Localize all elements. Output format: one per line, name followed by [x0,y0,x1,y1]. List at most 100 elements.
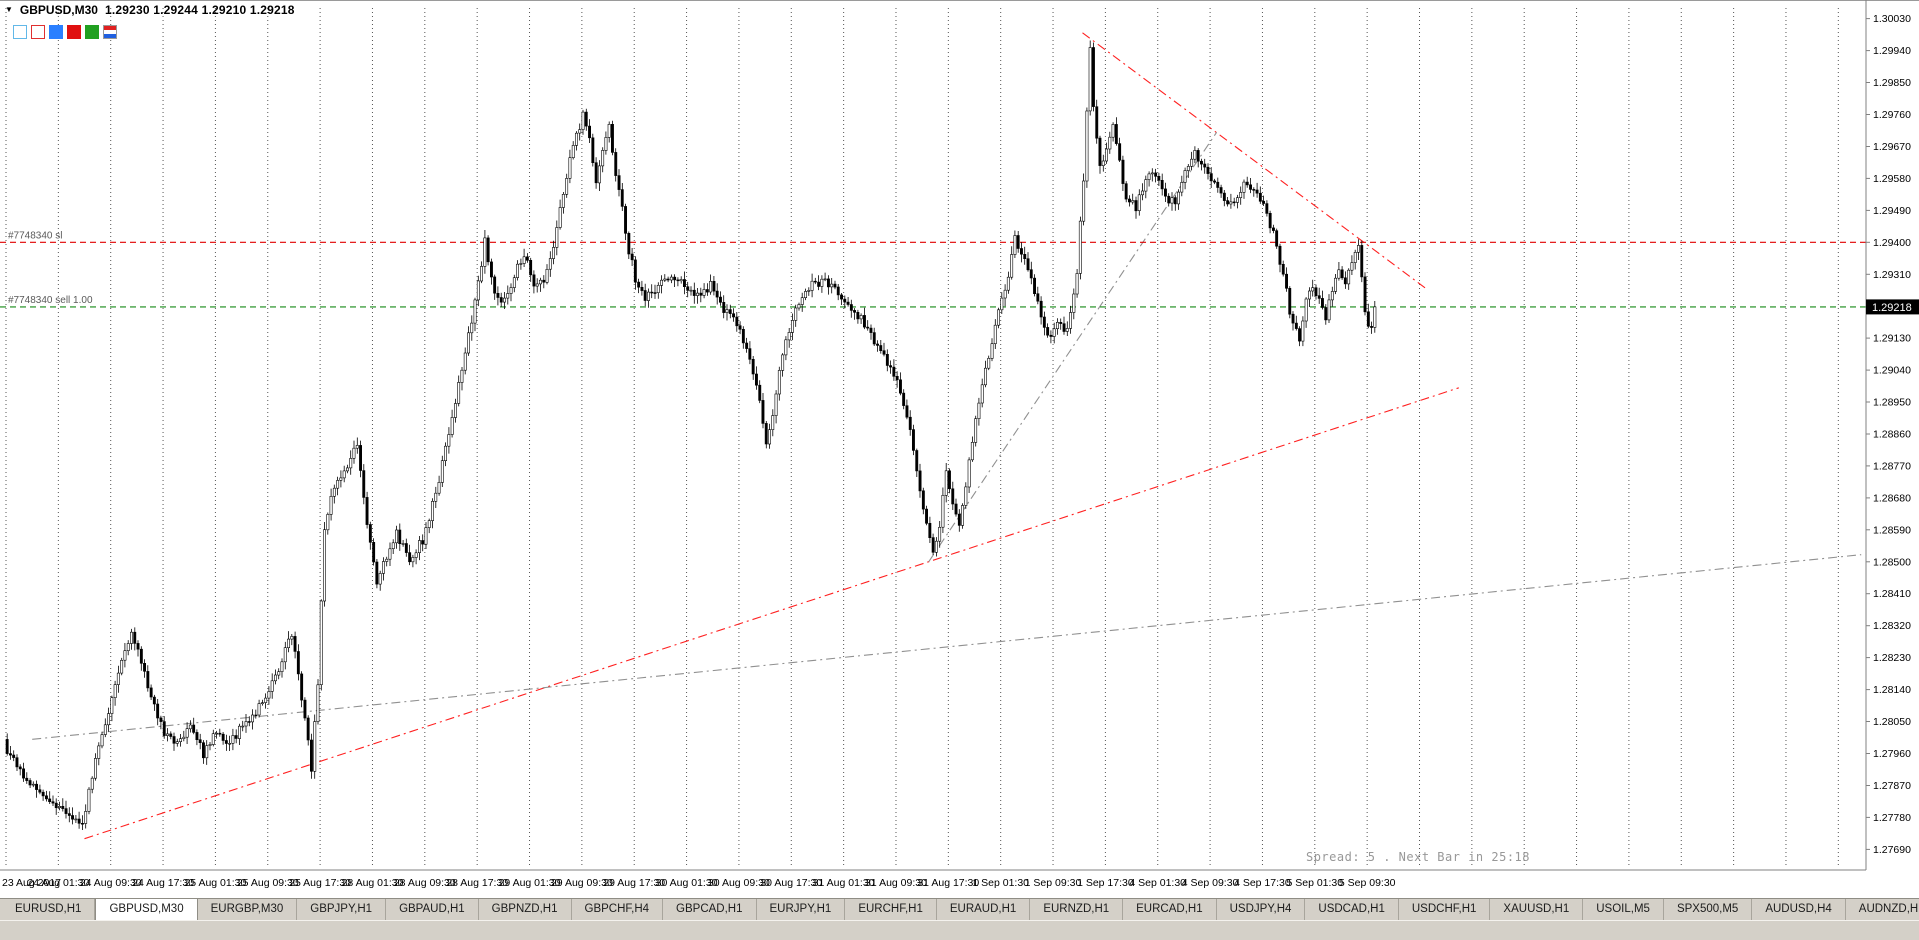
svg-text:29 Aug 09:30: 29 Aug 09:30 [551,877,613,889]
svg-text:30 Aug 17:30: 30 Aug 17:30 [760,877,822,889]
svg-text:1.29760: 1.29760 [1873,109,1911,121]
chart-ohlc-values: 1.29230 1.29244 1.29210 1.29218 [104,3,295,17]
tab-xauusd-h1[interactable]: XAUUSD,H1 [1490,899,1584,920]
svg-text:1.28860: 1.28860 [1873,429,1911,441]
svg-text:1.28680: 1.28680 [1873,492,1911,504]
svg-text:24 Aug 01:30: 24 Aug 01:30 [27,877,89,889]
svg-text:1.27780: 1.27780 [1873,812,1911,824]
tab-audusd-h4[interactable]: AUDUSD,H4 [1752,899,1846,920]
svg-text:1.27960: 1.27960 [1873,748,1911,760]
svg-text:1.29310: 1.29310 [1873,269,1911,281]
svg-text:4 Sep 09:30: 4 Sep 09:30 [1182,877,1239,889]
svg-text:1.27870: 1.27870 [1873,780,1911,792]
svg-text:1.28590: 1.28590 [1873,524,1911,536]
blue-fill-button[interactable] [49,25,63,39]
svg-text:31 Aug 17:30: 31 Aug 17:30 [917,877,979,889]
symbol-marker-icon: ▼ [5,5,13,14]
svg-text:1.29400: 1.29400 [1873,237,1911,249]
price-chart-canvas[interactable]: #7748340 sl #7748340 sell 1.00 1.30030 1.29… [0,0,1919,898]
svg-text:1.28950: 1.28950 [1873,397,1911,409]
svg-text:25 Aug 17:30: 25 Aug 17:30 [289,877,351,889]
candlesticks [5,40,1377,830]
tab-usdcad-h1[interactable]: USDCAD,H1 [1305,899,1399,920]
svg-text:1.29490: 1.29490 [1873,205,1911,217]
tab-gbpnzd-h1[interactable]: GBPNZD,H1 [479,899,572,920]
gridlines [5,8,1839,868]
trendline-shallow-rising-gray[interactable] [32,554,1862,740]
current-price-tag: 1.29218 [1866,299,1919,315]
svg-text:24 Aug 09:30: 24 Aug 09:30 [80,877,142,889]
svg-text:1.29670: 1.29670 [1873,141,1911,153]
tab-eurgbp-m30[interactable]: EURGBP,M30 [198,899,298,920]
tab-spx500-m5[interactable]: SPX500,M5 [1664,899,1753,920]
svg-text:4 Sep 17:30: 4 Sep 17:30 [1234,877,1291,889]
svg-text:1.29940: 1.29940 [1873,45,1911,57]
svg-text:1.28770: 1.28770 [1873,460,1911,472]
svg-text:29 Aug 01:30: 29 Aug 01:30 [499,877,561,889]
svg-text:28 Aug 01:30: 28 Aug 01:30 [342,877,404,889]
tab-usdjpy-h4[interactable]: USDJPY,H4 [1217,899,1306,920]
svg-text:5 Sep 09:30: 5 Sep 09:30 [1339,877,1396,889]
tab-eurusd-h1[interactable]: EURUSD,H1 [2,899,96,920]
svg-text:1.30030: 1.30030 [1873,13,1911,25]
svg-text:5 Sep 01:30: 5 Sep 01:30 [1286,877,1343,889]
tab-gbpchf-h4[interactable]: GBPCHF,H4 [572,899,664,920]
trendline-steep-rising-gray[interactable] [928,131,1218,563]
svg-text:1.29580: 1.29580 [1873,173,1911,185]
tab-gbpusd-m30[interactable]: GBPUSD,M30 [95,899,198,920]
tab-eurcad-h1[interactable]: EURCAD,H1 [1123,899,1217,920]
spread-nextbar-text: Spread: 5 . Next Bar in 25:18 [1305,850,1530,864]
window-bottom-strip [0,920,1919,940]
svg-text:1.28410: 1.28410 [1873,588,1911,600]
red-fill-button[interactable] [67,25,81,39]
svg-text:30 Aug 09:30: 30 Aug 09:30 [708,877,770,889]
svg-text:29 Aug 17:30: 29 Aug 17:30 [603,877,665,889]
svg-text:23 Aug 2017: 23 Aug 2017 [2,877,61,889]
svg-text:1.29218: 1.29218 [1872,302,1912,314]
green-fill-button[interactable] [85,25,99,39]
trendlines [32,32,1862,840]
svg-text:4 Sep 01:30: 4 Sep 01:30 [1129,877,1186,889]
svg-text:1 Sep 09:30: 1 Sep 09:30 [1025,877,1082,889]
trendline-rising-support-red[interactable] [84,387,1459,840]
tab-usdchf-h1[interactable]: USDCHF,H1 [1399,899,1491,920]
svg-text:1.28500: 1.28500 [1873,556,1911,568]
tab-eurchf-h1[interactable]: EURCHF,H1 [845,899,937,920]
price-axis[interactable]: 1.30030 1.29940 1.29850 1.29760 1.29670 1.295… [0,0,1911,871]
svg-text:1 Sep 01:30: 1 Sep 01:30 [972,877,1029,889]
tab-eurjpy-h1[interactable]: EURJPY,H1 [757,899,846,920]
svg-text:1.28320: 1.28320 [1873,620,1911,632]
svg-text:30 Aug 01:30: 30 Aug 01:30 [656,877,718,889]
tab-gbpaud-h1[interactable]: GBPAUD,H1 [386,899,479,920]
tab-gbpjpy-h1[interactable]: GBPJPY,H1 [297,899,387,920]
svg-text:1.29040: 1.29040 [1873,365,1911,377]
svg-text:28 Aug 17:30: 28 Aug 17:30 [446,877,508,889]
tab-audnzd-h1[interactable]: AUDNZD,H1 [1846,899,1919,920]
tab-gbpcad-h1[interactable]: GBPCAD,H1 [663,899,757,920]
red-outline-box-button[interactable] [31,25,45,39]
svg-text:1.29130: 1.29130 [1873,333,1911,345]
chart-header: ▼ GBPUSD,M30 1.29230 1.29244 1.29210 1.2… [5,3,295,17]
order-lines: #7748340 sl #7748340 sell 1.00 [0,230,1866,308]
svg-text:28 Aug 09:30: 28 Aug 09:30 [394,877,456,889]
svg-text:24 Aug 17:30: 24 Aug 17:30 [132,877,194,889]
svg-text:1 Sep 17:30: 1 Sep 17:30 [1077,877,1134,889]
svg-text:31 Aug 01:30: 31 Aug 01:30 [813,877,875,889]
svg-text:1.29850: 1.29850 [1873,77,1911,89]
tab-usoil-m5[interactable]: USOIL,M5 [1583,899,1664,920]
order-line-label-sell: #7748340 sell 1.00 [8,295,93,306]
chart-symbol-period: GBPUSD,M30 [19,3,98,17]
chart-tab-bar: EURUSD,H1 GBPUSD,M30 EURGBP,M30 GBPJPY,H1 GB… [0,898,1919,920]
tab-euraud-h1[interactable]: EURAUD,H1 [937,899,1031,920]
flag-stripes-button[interactable] [103,25,117,39]
svg-text:1.28230: 1.28230 [1873,652,1911,664]
svg-text:25 Aug 09:30: 25 Aug 09:30 [237,877,299,889]
empty-box-button[interactable] [13,25,27,39]
trendline-descending-resistance-red[interactable] [1082,32,1427,289]
svg-text:1.28050: 1.28050 [1873,716,1911,728]
svg-text:1.28140: 1.28140 [1873,684,1911,696]
tab-eurnzd-h1[interactable]: EURNZD,H1 [1030,899,1124,920]
order-line-label-sl: #7748340 sl [8,230,63,241]
chart-object-toolbar [13,25,117,39]
